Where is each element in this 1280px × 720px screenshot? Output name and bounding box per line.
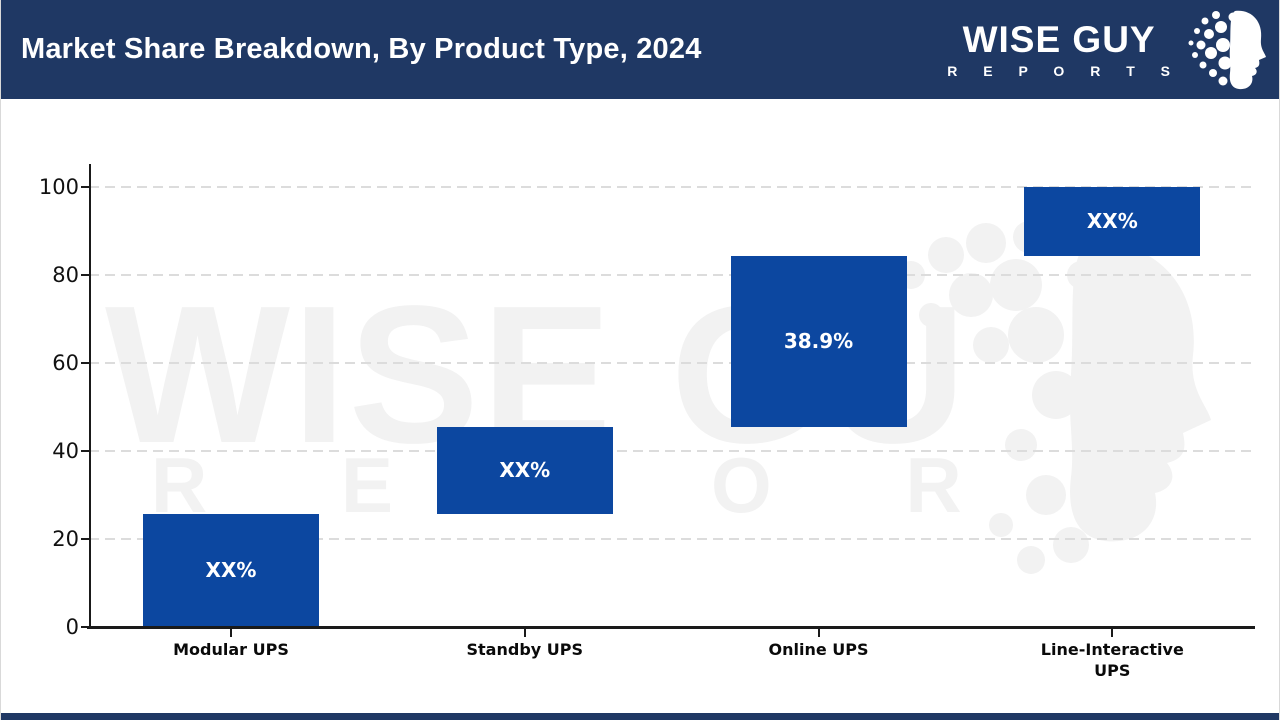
gridline — [89, 186, 1254, 188]
bar-value-label: XX% — [1086, 209, 1138, 234]
x-tick-mark — [1111, 629, 1114, 637]
page-title: Market Share Breakdown, By Product Type,… — [21, 33, 702, 65]
bar-segment — [143, 513, 319, 627]
x-category-label: Line-Interactive UPS — [1040, 640, 1184, 680]
wise-guy-reports-logo: WISE GUY R E P O R T S — [937, 5, 1279, 95]
footer-band — [1, 713, 1279, 720]
x-tick-mark — [817, 629, 820, 637]
y-tick-label: 100 — [38, 175, 79, 199]
logo-subtitle: R E P O R T S — [947, 63, 1181, 79]
x-tick-mark — [523, 629, 526, 637]
logo-text: WISE GUY R E P O R T S — [937, 21, 1181, 78]
gridline — [89, 538, 1254, 540]
bar-segment — [1024, 187, 1201, 256]
x-axis-line — [87, 626, 1255, 629]
x-category-label: Online UPS — [768, 640, 869, 659]
x-category-label: Standby UPS — [466, 640, 584, 659]
y-tick-mark — [81, 274, 89, 276]
y-tick-mark — [81, 186, 89, 188]
y-tick-label: 20 — [52, 527, 79, 551]
bar-segment — [730, 255, 907, 427]
gridline — [89, 274, 1254, 276]
bar-value-label: 38.9% — [783, 329, 854, 354]
gridline — [89, 362, 1254, 364]
y-tick-label: 80 — [52, 263, 79, 287]
y-tick-mark — [81, 626, 89, 628]
x-tick-mark — [230, 629, 232, 637]
y-tick-mark — [81, 538, 89, 540]
y-tick-label: 0 — [65, 615, 79, 639]
logo-wordmark: WISE GUY — [962, 19, 1156, 60]
bar-value-label: XX% — [205, 558, 257, 583]
header-band: Market Share Breakdown, By Product Type,… — [1, 0, 1279, 99]
y-axis-line — [89, 164, 91, 628]
y-tick-label: 40 — [52, 439, 79, 463]
logo-face-icon — [1188, 10, 1266, 89]
y-tick-mark — [81, 362, 89, 364]
gridline — [89, 450, 1254, 452]
watermark-face-icon — [897, 221, 1211, 574]
x-category-label: Modular UPS — [173, 640, 289, 659]
bar-value-label: XX% — [499, 458, 551, 483]
y-tick-label: 60 — [52, 351, 79, 375]
y-tick-mark — [81, 450, 89, 452]
bar-segment — [436, 426, 613, 514]
